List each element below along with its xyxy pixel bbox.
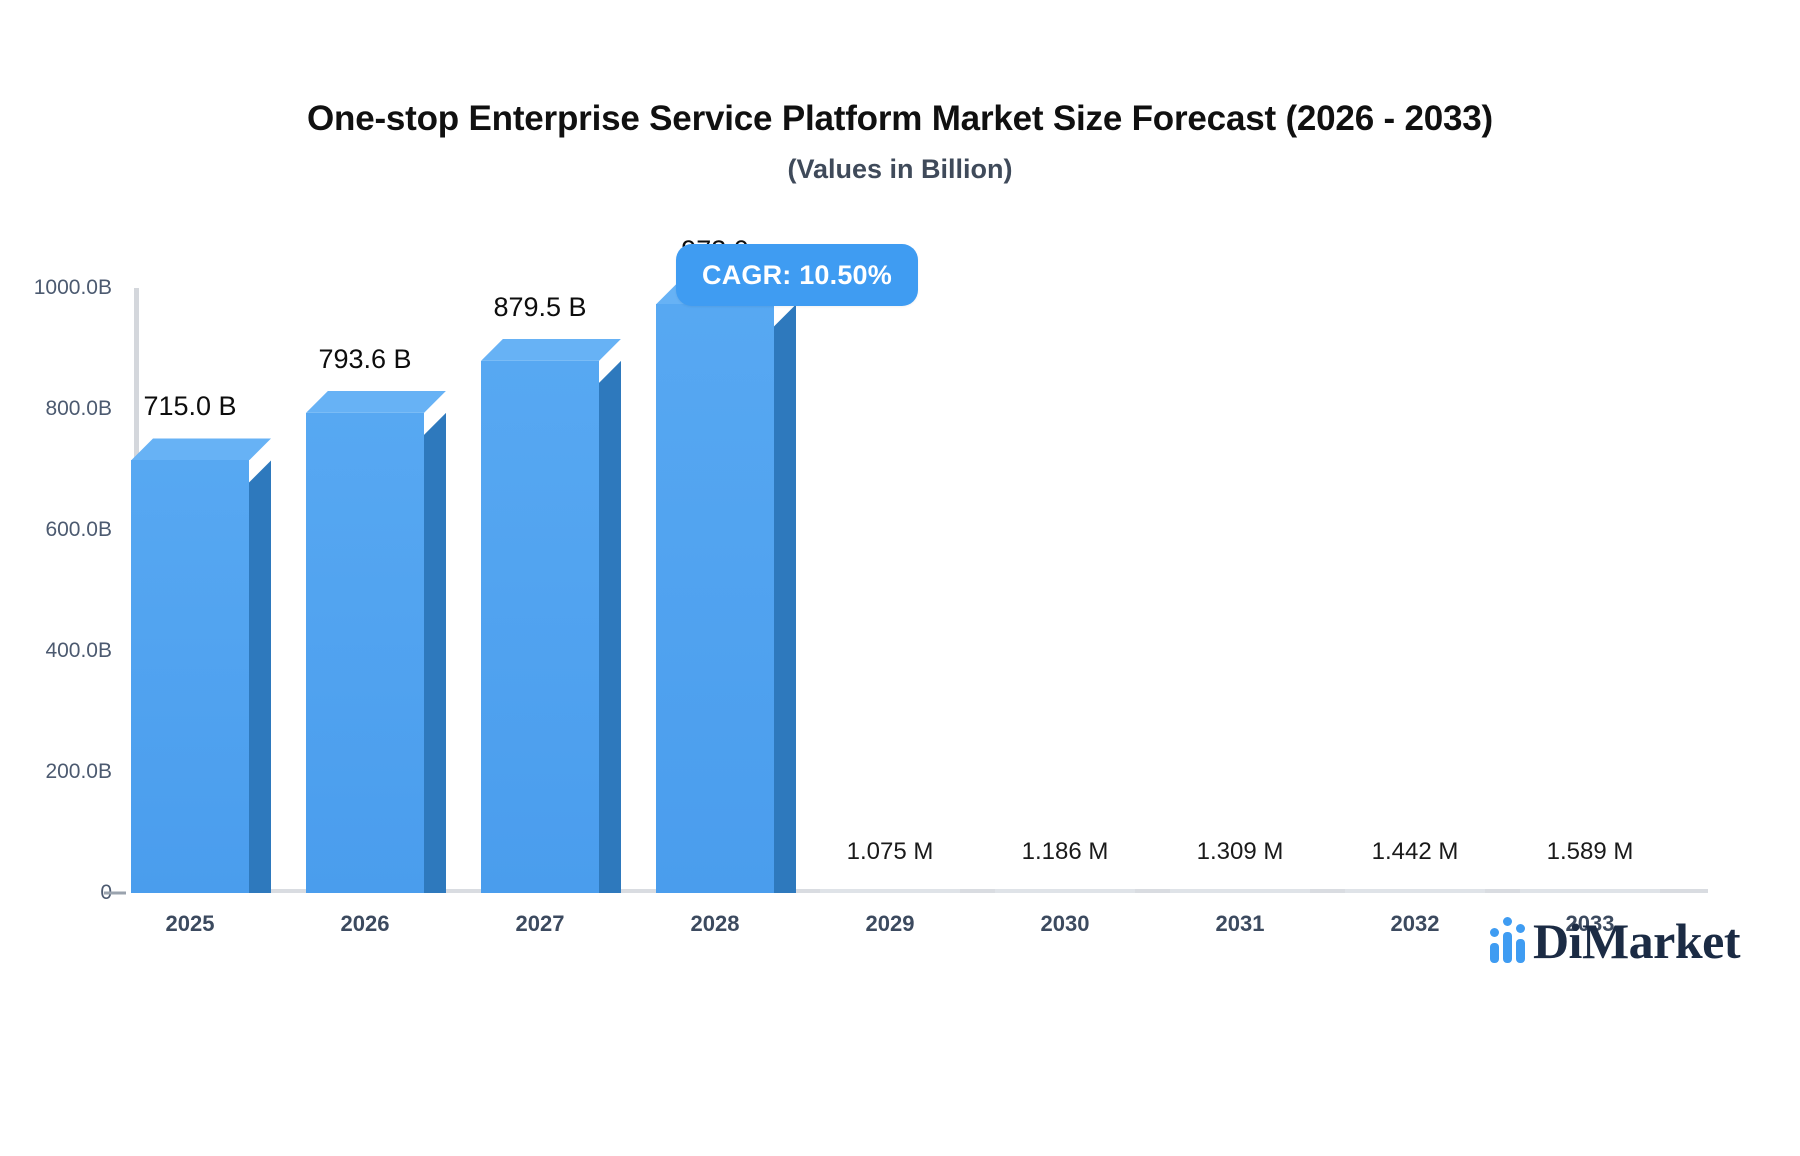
logo-bar-2 [1502, 917, 1512, 963]
y-axis-tick-mark [104, 891, 126, 895]
bar-value-label: 1.442 M [1371, 838, 1459, 865]
y-axis-tick-label: 1000.0B [33, 276, 112, 299]
bar-2027[interactable] [481, 338, 621, 893]
bar-value-label: 1.309 M [1196, 838, 1284, 865]
bar-front-face [656, 304, 774, 893]
chart-subtitle: (Values in Billion) [787, 153, 1013, 184]
cagr-badge[interactable]: CAGR: 10.50% [676, 244, 918, 306]
y-axis-tick-label: 0 [0, 881, 112, 905]
bar-2025[interactable] [131, 438, 271, 893]
bar-2026[interactable] [306, 390, 446, 893]
x-axis-tick-label: 2028 [690, 911, 740, 936]
logo-bar-3 [1515, 924, 1525, 963]
bar-value-label: 1.589 M [1546, 838, 1634, 865]
x-axis-tick-label: 2027 [515, 911, 565, 936]
x-axis-tick-label: 2033 [1565, 911, 1615, 936]
bar-2028[interactable] [656, 282, 796, 893]
x-axis-tick-label: 2031 [1215, 911, 1265, 936]
logo-bar-1 [1489, 928, 1499, 963]
bar-top-face [131, 438, 271, 461]
page-title: One-stop Enterprise Service Platform Mar… [306, 99, 1493, 138]
bar-2033[interactable] [1520, 889, 1660, 893]
bar-2032[interactable] [1345, 889, 1485, 893]
bar-2030[interactable] [995, 889, 1135, 893]
bar-value-label: 1.075 M [846, 838, 934, 865]
x-axis-tick-label: 2032 [1390, 911, 1440, 936]
logo-text: DiMarket [1532, 913, 1741, 969]
bar-value-label: 793.6 B [318, 343, 412, 374]
bar-front-face [131, 460, 249, 893]
bar-top-face [306, 390, 446, 413]
bar-2029[interactable] [820, 889, 960, 893]
y-axis-tick-label: 200.0B [45, 760, 112, 783]
y-axis-tick-label: 800.0B [45, 397, 112, 420]
x-axis-tick-label: 2026 [340, 911, 390, 936]
bar-side-face [424, 412, 446, 893]
bar-side-face [774, 304, 796, 893]
bar-value-label: 715.0 B [143, 391, 237, 422]
bar-side-face [599, 360, 621, 893]
y-axis-tick-label: 600.0B [45, 518, 112, 541]
x-axis-tick-label: 2025 [165, 911, 215, 936]
dimarket-logo: DiMarket [1489, 913, 1741, 969]
bar-side-face [249, 460, 271, 893]
bar-chart-logo-icon [1489, 917, 1525, 963]
bar-top-face [481, 338, 621, 361]
chart-header: One-stop Enterprise Service Platform Mar… [0, 99, 1800, 184]
bar-value-label: 1.186 M [1021, 838, 1109, 865]
bar-front-face [481, 360, 599, 893]
bar-front-face [306, 412, 424, 893]
x-axis-tick-label: 2030 [1040, 911, 1090, 936]
cagr-badge-label: CAGR: 10.50% [702, 259, 892, 290]
bar-2031[interactable] [1170, 889, 1310, 893]
y-axis-tick-label: 400.0B [45, 639, 112, 662]
x-axis-tick-label: 2029 [865, 911, 915, 936]
bar-value-label: 879.5 B [493, 291, 587, 322]
